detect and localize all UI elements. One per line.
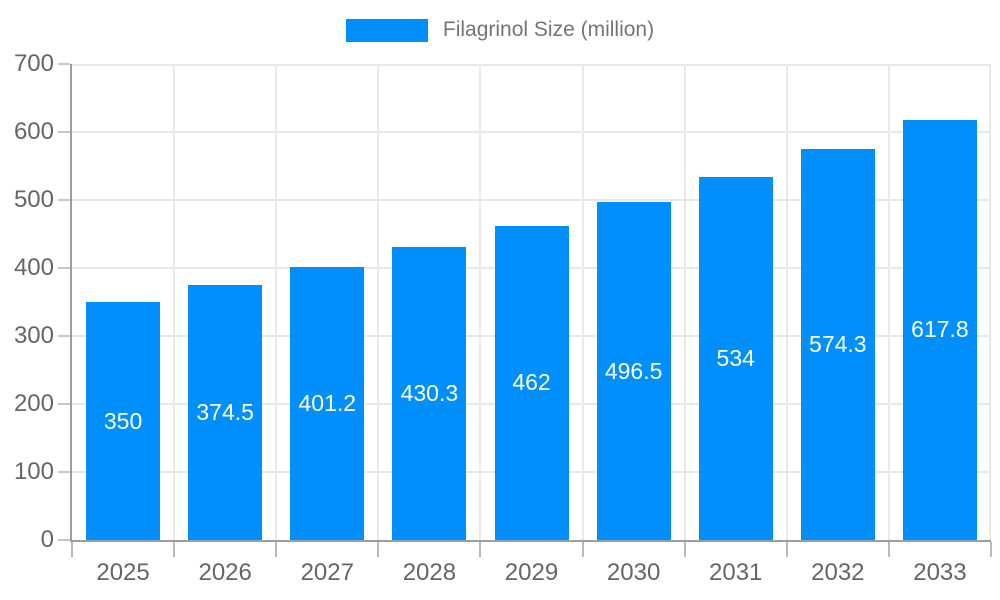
y-axis-tick bbox=[58, 267, 70, 269]
y-axis-tick bbox=[58, 199, 70, 201]
gridline-horizontal bbox=[72, 199, 991, 201]
gridline-horizontal bbox=[72, 131, 991, 133]
y-axis-tick-label: 600 bbox=[13, 118, 54, 145]
x-axis-tick-label: 2028 bbox=[402, 559, 457, 586]
gridline-vertical bbox=[377, 64, 380, 540]
bar-2028[interactable]: 430.3 bbox=[392, 247, 467, 540]
bar-value-label: 496.5 bbox=[604, 357, 663, 384]
y-axis-tick bbox=[58, 471, 70, 473]
x-axis-tick bbox=[785, 542, 788, 557]
x-axis-tick-label: 2027 bbox=[300, 559, 354, 586]
legend-swatch bbox=[345, 18, 428, 42]
bar-value-label: 534 bbox=[716, 344, 755, 371]
x-axis-tick bbox=[71, 542, 73, 557]
bar-2030[interactable]: 496.5 bbox=[596, 202, 671, 540]
gridline-vertical bbox=[887, 64, 890, 540]
gridline-horizontal bbox=[72, 64, 991, 66]
bar-2029[interactable]: 462 bbox=[494, 225, 569, 540]
legend-item-filagrinol[interactable]: Filagrinol Size (million) bbox=[345, 18, 655, 42]
x-axis-tick-label: 2033 bbox=[913, 559, 967, 586]
y-axis-tick bbox=[58, 335, 70, 337]
y-axis-line bbox=[70, 64, 72, 540]
x-axis-tick bbox=[990, 542, 992, 557]
y-axis-tick-label: 100 bbox=[13, 458, 54, 485]
bar-value-label: 374.5 bbox=[196, 399, 254, 426]
bar-value-label: 350 bbox=[103, 407, 143, 434]
x-axis-tick bbox=[479, 542, 482, 557]
x-axis-tick bbox=[683, 542, 686, 557]
y-axis-tick bbox=[58, 131, 70, 133]
x-axis-tick bbox=[377, 542, 380, 557]
gridline-vertical bbox=[683, 64, 686, 540]
bar-2025[interactable]: 350 bbox=[86, 302, 161, 540]
bar-value-label: 430.3 bbox=[400, 380, 459, 407]
y-axis-tick bbox=[58, 403, 70, 405]
bar-value-label: 401.2 bbox=[298, 390, 357, 417]
x-axis-tick bbox=[275, 542, 278, 557]
bar-2033[interactable]: 617.8 bbox=[902, 119, 977, 540]
x-axis-tick-label: 2026 bbox=[198, 559, 252, 586]
x-axis-tick-label: 2025 bbox=[96, 559, 150, 586]
y-axis-tick-label: 200 bbox=[13, 390, 54, 417]
chart-legend: Filagrinol Size (million) bbox=[0, 18, 1000, 42]
x-axis-tick-label: 2030 bbox=[606, 559, 661, 586]
bar-value-label: 617.8 bbox=[911, 316, 969, 343]
bar-value-label: 574.3 bbox=[809, 331, 867, 358]
x-axis-line bbox=[70, 540, 991, 542]
y-axis-tick-label: 400 bbox=[13, 254, 54, 281]
y-axis-tick bbox=[58, 539, 70, 541]
plot-area: 350 374.5 401.2 430.3 462 496.5 534 574.3 617.8 bbox=[72, 64, 991, 540]
y-axis-tick bbox=[58, 63, 70, 65]
y-axis-tick-label: 0 bbox=[40, 526, 54, 553]
x-axis-tick bbox=[887, 542, 890, 557]
bar-2031[interactable]: 534 bbox=[698, 176, 773, 540]
x-axis-tick bbox=[581, 542, 584, 557]
bar-2027[interactable]: 401.2 bbox=[290, 267, 365, 540]
bar-2032[interactable]: 574.3 bbox=[800, 149, 875, 540]
x-axis-tick bbox=[173, 542, 176, 557]
y-axis-tick-label: 500 bbox=[13, 186, 54, 213]
bar-value-label: 462 bbox=[512, 369, 551, 396]
gridline-vertical bbox=[581, 64, 584, 540]
x-axis-tick-label: 2032 bbox=[811, 559, 865, 586]
x-axis-tick-label: 2031 bbox=[709, 559, 763, 586]
y-axis-tick-label: 300 bbox=[13, 322, 54, 349]
bar-2026[interactable]: 374.5 bbox=[188, 285, 263, 540]
gridline-vertical bbox=[989, 64, 991, 540]
legend-label: Filagrinol Size (million) bbox=[442, 18, 655, 41]
gridline-vertical bbox=[479, 64, 482, 540]
gridline-vertical bbox=[275, 64, 278, 540]
x-axis-tick-label: 2029 bbox=[504, 559, 559, 586]
gridline-vertical bbox=[785, 64, 788, 540]
y-axis-tick-label: 700 bbox=[13, 50, 54, 77]
gridline-vertical bbox=[173, 64, 176, 540]
